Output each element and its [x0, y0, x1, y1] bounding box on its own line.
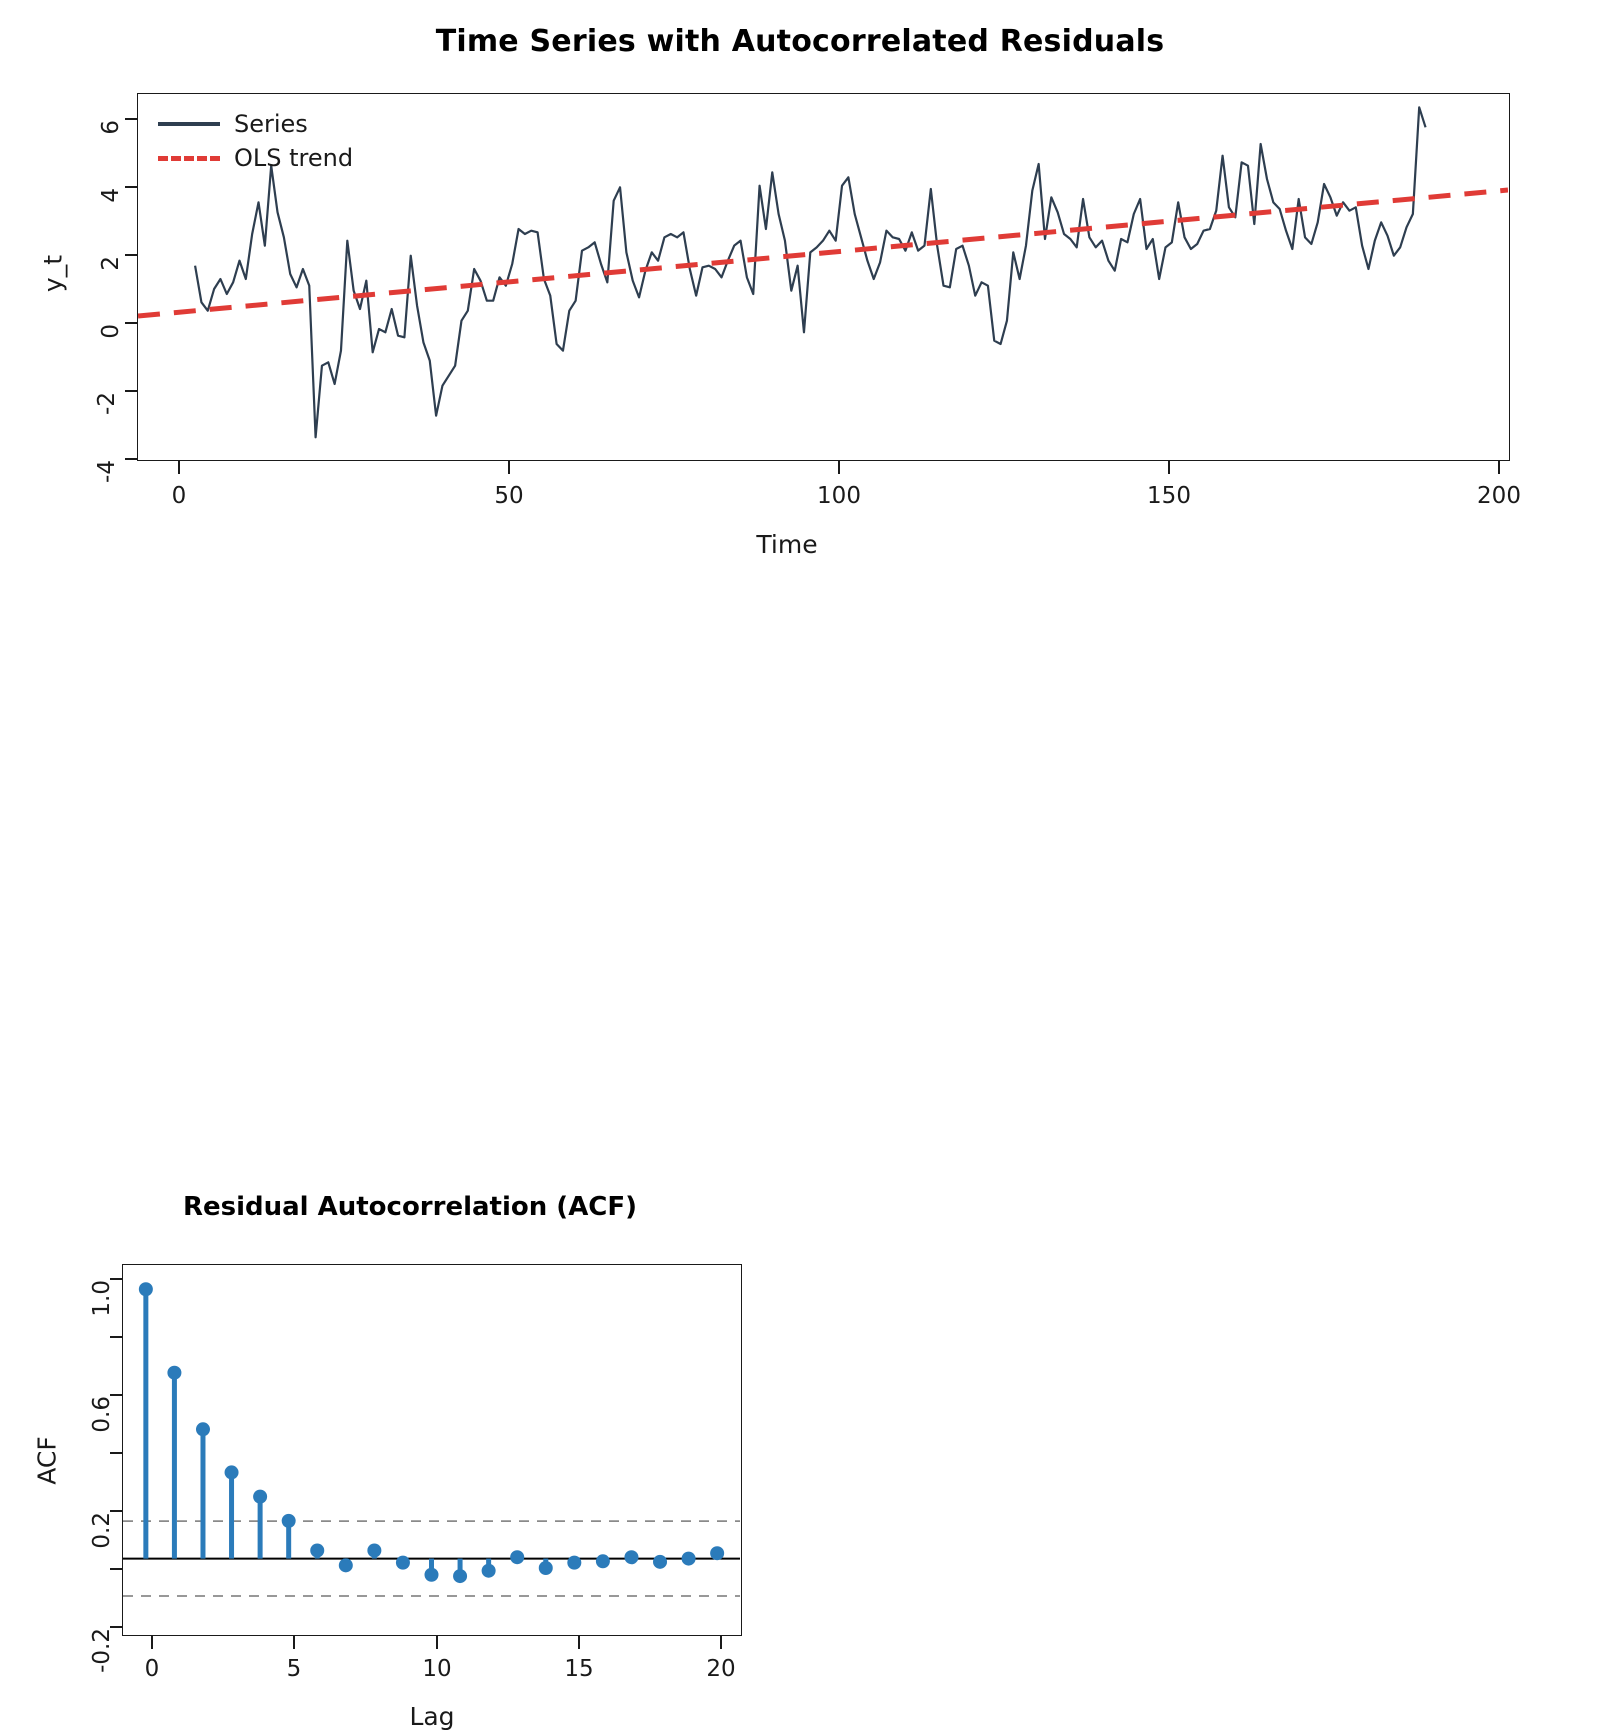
legend-label-ols-trend: OLS trend [234, 144, 354, 172]
legend-label-series: Series [234, 110, 308, 138]
y-tick-4 [125, 186, 137, 188]
acf-x-axis-title: Lag [409, 1702, 455, 1731]
x-tick-100 [838, 461, 840, 474]
y-tick-neg4 [125, 458, 137, 460]
acf-x-tick-5 [293, 1636, 295, 1649]
x-ticklabel-150: 150 [1147, 483, 1191, 509]
acf-stem-marker [510, 1550, 525, 1565]
acf-stem-marker [338, 1558, 353, 1573]
acf-x-ticklabel-15: 15 [564, 1656, 594, 1682]
acf-stem-marker [310, 1543, 325, 1558]
x-ticklabel-200: 200 [1477, 483, 1521, 509]
x-ticklabel-50: 50 [494, 483, 524, 509]
acf-plot-area [122, 1264, 742, 1636]
timeseries-lines [138, 106, 1508, 439]
timeseries-panel: Time Series with Autocorrelated Residual… [0, 0, 1600, 580]
acf-y-ticklabel-0_2: 0.2 [89, 1512, 115, 1549]
acf-stem-marker [281, 1513, 296, 1528]
acf-x-ticklabel-10: 10 [422, 1656, 452, 1682]
acf-x-ticklabel-5: 5 [286, 1656, 302, 1682]
acf-stem-marker [253, 1489, 268, 1504]
acf-stems [123, 1282, 740, 1597]
acf-stem-marker [595, 1554, 610, 1569]
y-ticklabel-6: 6 [98, 120, 124, 135]
y-tick-6 [125, 118, 137, 120]
bar-panel: Standard Error Comparison SE of slope co… [800, 580, 1600, 1200]
acf-stem-marker [167, 1365, 182, 1380]
legend-swatch-series [158, 122, 220, 126]
acf-x-ticklabel-20: 20 [706, 1656, 736, 1682]
acf-stem-marker [395, 1555, 410, 1570]
acf-x-tick-15 [578, 1636, 580, 1649]
legend-swatch-ols-trend [158, 155, 220, 161]
y-ticklabel-neg2: -2 [94, 392, 120, 415]
acf-stem-marker [710, 1546, 725, 1561]
y-ticklabel-neg4: -4 [94, 460, 120, 483]
y-tick-0 [125, 322, 137, 324]
acf-y-ticklabel-1_0: 1.0 [89, 1280, 115, 1317]
acf-stem-marker [567, 1555, 582, 1570]
legend-item-ols-trend: OLS trend [158, 141, 388, 175]
acf-stem-marker [624, 1550, 639, 1565]
y-tick-neg2 [125, 390, 137, 392]
acf-x-tick-20 [720, 1636, 722, 1649]
ols-trend-line [138, 187, 1508, 319]
timeseries-plot-area [137, 93, 1510, 461]
acf-stem-marker [195, 1422, 210, 1437]
acf-panel: Residual Autocorrelation (ACF) ACF 1.0 0… [0, 580, 800, 1731]
x-ticklabel-0: 0 [171, 483, 187, 509]
x-tick-150 [1168, 461, 1170, 474]
y-ticklabel-2: 2 [98, 256, 124, 271]
timeseries-title: Time Series with Autocorrelated Residual… [435, 24, 1165, 59]
timeseries-legend: Series OLS trend [152, 103, 394, 179]
y-ticklabel-4: 4 [98, 188, 124, 203]
x-ticklabel-100: 100 [817, 483, 861, 509]
y-ticklabel-0: 0 [98, 324, 124, 339]
legend-item-series: Series [158, 107, 388, 141]
acf-stem-marker [481, 1563, 496, 1578]
acf-title: Residual Autocorrelation (ACF) [182, 1192, 638, 1222]
series-line [193, 106, 1427, 439]
timeseries-y-axis-title: y_t [38, 254, 68, 293]
x-tick-50 [508, 461, 510, 474]
x-tick-200 [1498, 461, 1500, 474]
y-tick-2 [125, 254, 137, 256]
acf-y-axis-title: ACF [32, 1436, 62, 1485]
acf-stem-marker [138, 1282, 153, 1297]
timeseries-x-axis-title: Time [756, 530, 818, 559]
acf-x-tick-0 [151, 1636, 153, 1649]
acf-x-ticklabel-0: 0 [144, 1656, 160, 1682]
acf-stem-marker [224, 1465, 239, 1480]
acf-stem-marker [538, 1561, 553, 1576]
x-tick-0 [178, 461, 180, 474]
acf-stem-marker [424, 1567, 439, 1582]
acf-y-ticklabel-0_6: 0.6 [89, 1396, 115, 1433]
acf-stem-marker [681, 1551, 696, 1566]
acf-y-ticklabel-neg0_2: -0.2 [89, 1628, 115, 1673]
acf-stem-marker [653, 1554, 668, 1569]
acf-x-tick-10 [436, 1636, 438, 1649]
acf-stem-marker [453, 1569, 468, 1584]
acf-stem-marker [367, 1543, 382, 1558]
